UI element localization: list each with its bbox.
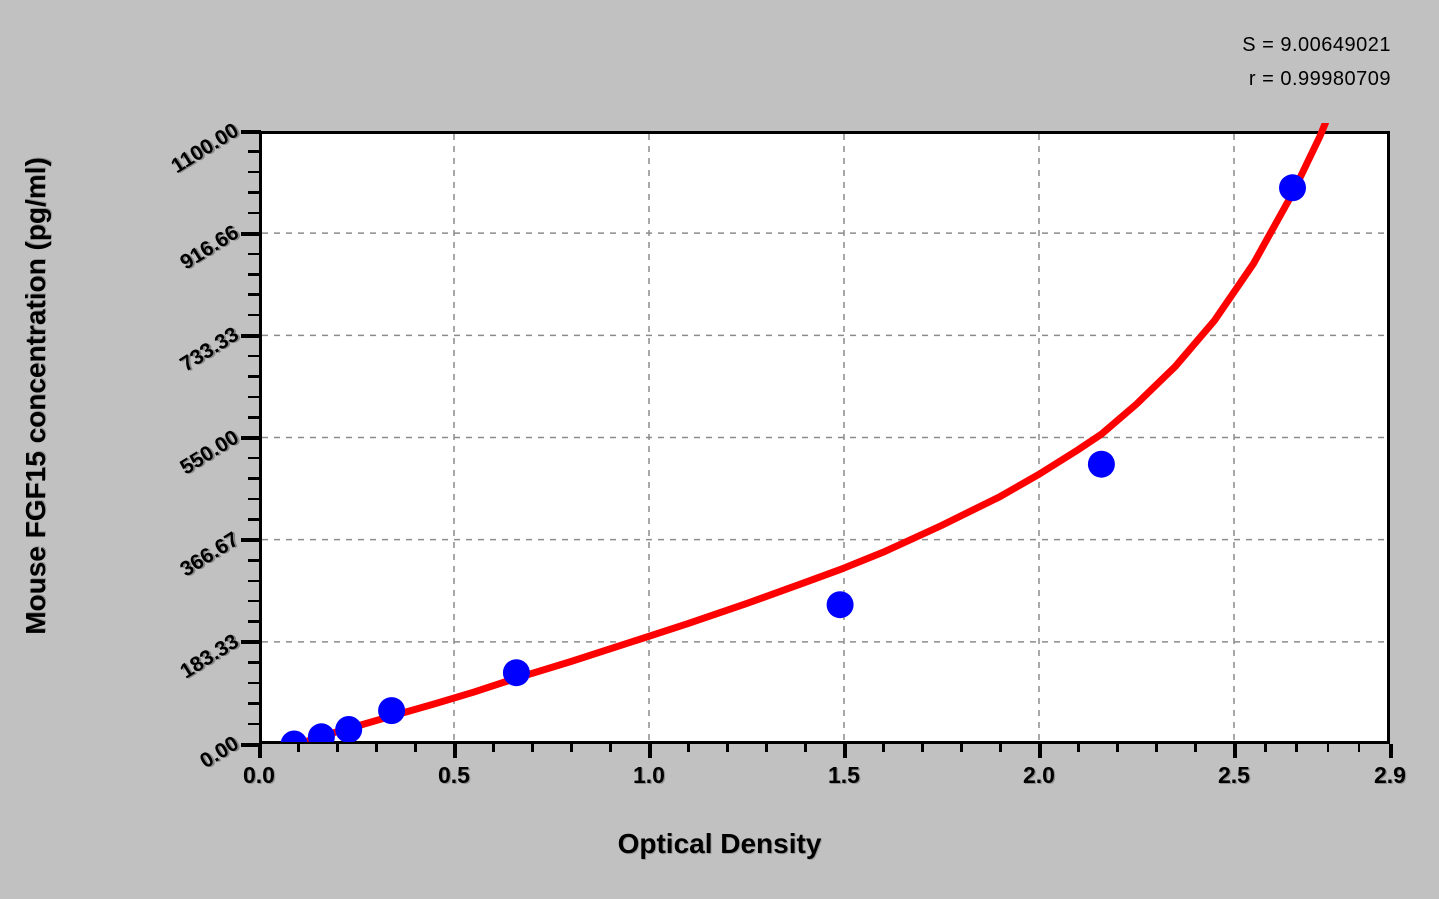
x-minor-tick xyxy=(336,744,339,752)
s-value-label: S = 9.00649021 xyxy=(1242,34,1391,56)
y-minor-tick xyxy=(248,559,261,562)
y-minor-tick xyxy=(248,211,261,215)
x-minor-tick xyxy=(570,744,573,752)
y-minor-tick xyxy=(248,620,261,623)
y-minor-tick xyxy=(248,579,261,583)
x-tick-label: 0.0 xyxy=(243,762,275,788)
x-minor-tick xyxy=(960,744,963,752)
y-minor-tick xyxy=(248,416,261,419)
x-minor-tick xyxy=(297,744,300,752)
x-major-tick xyxy=(1037,744,1042,758)
y-minor-tick xyxy=(248,456,261,460)
x-minor-tick xyxy=(726,744,729,752)
x-minor-tick xyxy=(492,744,495,752)
x-minor-tick xyxy=(414,744,417,752)
x-tick-label: 2.5 xyxy=(1218,762,1250,788)
y-minor-tick xyxy=(248,661,261,664)
x-axis-title: Optical Density xyxy=(617,828,822,859)
x-tick-label: 2.0 xyxy=(1023,762,1055,788)
x-major-tick xyxy=(842,744,847,758)
x-minor-tick xyxy=(1357,744,1361,752)
x-minor-tick xyxy=(999,744,1002,752)
y-minor-tick xyxy=(248,354,261,358)
x-minor-tick xyxy=(609,744,612,752)
x-tick-label: 2.9 xyxy=(1374,762,1406,788)
y-major-tick xyxy=(241,231,261,236)
y-minor-tick xyxy=(248,375,261,378)
y-major-tick xyxy=(241,538,261,543)
x-minor-tick xyxy=(1194,744,1197,752)
x-minor-tick xyxy=(1295,744,1298,752)
x-major-tick xyxy=(1388,744,1393,758)
r-value-label: r = 0.99980709 xyxy=(1248,68,1391,90)
y-minor-tick xyxy=(248,170,261,174)
y-minor-tick xyxy=(248,702,261,705)
x-minor-tick xyxy=(1264,744,1267,752)
x-minor-tick xyxy=(1077,744,1080,752)
y-minor-tick xyxy=(248,150,261,153)
x-minor-tick xyxy=(882,744,885,752)
y-minor-tick xyxy=(248,395,261,399)
fit-statistics: S = 9.00649021 r = 0.99980709 xyxy=(1242,28,1391,96)
y-major-tick xyxy=(241,129,261,134)
y-minor-tick xyxy=(248,477,261,480)
x-minor-tick xyxy=(375,744,378,752)
y-minor-tick xyxy=(248,497,261,501)
y-minor-tick xyxy=(248,273,261,276)
x-major-tick xyxy=(452,744,457,758)
x-minor-tick xyxy=(1155,744,1158,752)
y-minor-tick xyxy=(248,252,261,256)
y-minor-tick xyxy=(248,722,261,726)
x-minor-tick xyxy=(1116,744,1119,752)
y-minor-tick xyxy=(248,599,261,603)
y-major-tick xyxy=(241,333,261,338)
y-minor-tick xyxy=(248,313,261,317)
x-tick-label: 1.0 xyxy=(633,762,665,788)
y-minor-tick xyxy=(248,518,261,521)
y-major-tick xyxy=(241,640,261,645)
y-major-tick xyxy=(241,436,261,440)
x-minor-tick xyxy=(921,744,924,752)
y-minor-tick xyxy=(248,681,261,685)
x-minor-tick xyxy=(1326,744,1330,752)
y-minor-tick xyxy=(248,191,261,194)
x-tick-label: 0.5 xyxy=(438,762,470,788)
x-minor-tick xyxy=(531,744,534,752)
x-major-tick xyxy=(647,744,652,758)
plot-area xyxy=(259,131,1390,744)
gridlines xyxy=(262,134,1387,741)
x-major-tick xyxy=(257,744,262,758)
y-minor-tick xyxy=(248,293,261,296)
x-tick-label: 1.5 xyxy=(828,762,860,788)
x-minor-tick xyxy=(765,744,768,752)
x-major-tick xyxy=(1232,744,1237,758)
x-minor-tick xyxy=(804,744,807,752)
y-major-tick xyxy=(241,742,261,747)
x-minor-tick xyxy=(687,744,690,752)
